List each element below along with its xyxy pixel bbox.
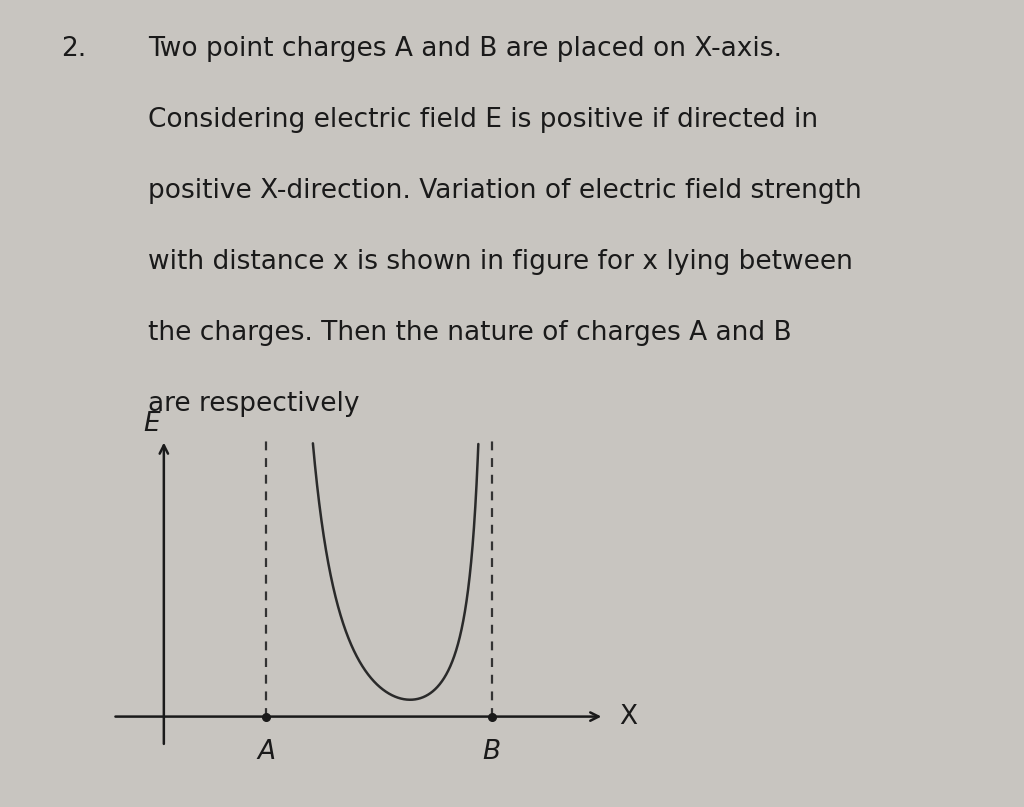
Text: E: E <box>143 411 160 437</box>
Text: A: A <box>257 739 275 766</box>
Text: B: B <box>482 739 501 766</box>
Text: 2.: 2. <box>61 36 87 62</box>
Text: the charges. Then the nature of charges A and B: the charges. Then the nature of charges … <box>148 320 793 346</box>
Text: positive X-direction. Variation of electric field strength: positive X-direction. Variation of elect… <box>148 178 862 204</box>
Text: Considering electric field E is positive if directed in: Considering electric field E is positive… <box>148 107 818 133</box>
Text: Two point charges A and B are placed on X-axis.: Two point charges A and B are placed on … <box>148 36 782 62</box>
Text: are respectively: are respectively <box>148 391 360 417</box>
Text: X: X <box>620 704 638 730</box>
Text: with distance x is shown in figure for x lying between: with distance x is shown in figure for x… <box>148 249 853 275</box>
